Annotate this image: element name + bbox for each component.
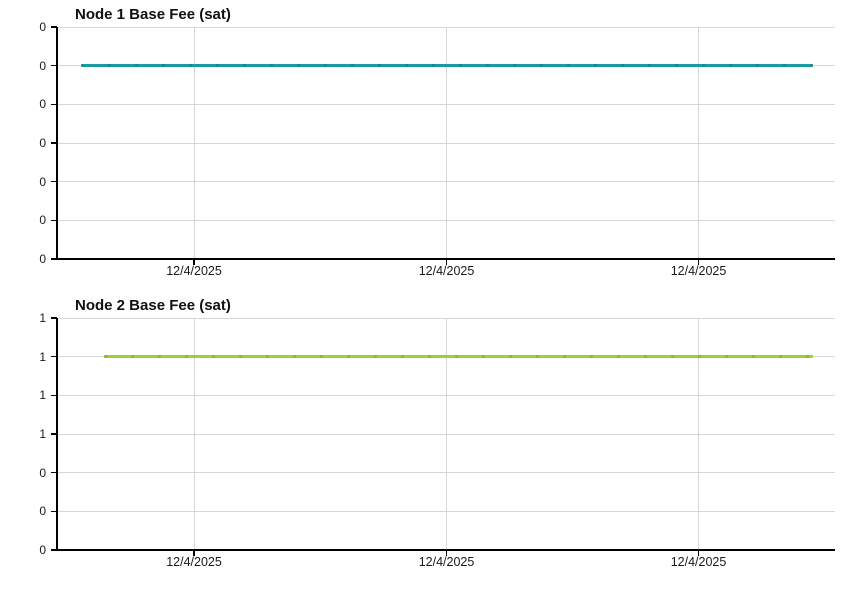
y-tick-label: 0 [39,174,46,189]
chart-node-2-base-fee: Node 2 Base Fee (sat) 1 1 1 1 0 0 0 12/4/2025 12… [0,291,860,581]
series-line [104,355,813,359]
y-tick-label: 0 [39,213,46,228]
chart-node-1-base-fee: Node 1 Base Fee (sat) 0 0 0 0 0 0 0 12/4/2025 12… [0,0,860,290]
chart-title: Node 1 Base Fee (sat) [75,6,231,23]
x-axis-line [56,549,835,551]
x-axis-tick [193,550,195,556]
y-tick-label: 0 [39,58,46,73]
y-tick-label: 0 [39,504,46,519]
v-gridline [193,318,195,550]
x-tick-label: 12/4/2025 [670,264,727,278]
x-axis-tick [697,259,700,265]
y-tick-label: 0 [39,20,46,34]
y-tick-label: 0 [39,252,46,266]
v-gridline [698,27,699,259]
y-tick-label: 1 [39,311,46,325]
y-axis-tick [51,64,57,67]
y-axis-tick [51,394,57,397]
x-axis-tick [445,259,448,265]
y-tick-label: 0 [39,97,46,112]
y-axis-tick [51,355,57,358]
x-axis-tick [445,550,448,556]
x-tick-label: 12/4/2025 [418,555,475,569]
y-axis-tick [51,180,57,183]
y-axis-tick [51,549,57,551]
y-axis-tick [51,103,57,106]
y-tick-label: 1 [39,349,46,364]
x-tick-label: 12/4/2025 [166,555,222,569]
y-tick-label: 1 [39,427,46,441]
y-axis-tick [51,258,57,260]
chart-title: Node 2 Base Fee (sat) [75,297,231,314]
x-axis-tick [193,259,195,265]
v-gridline [698,318,699,550]
v-gridline [193,27,195,259]
y-axis-tick [51,471,57,474]
series-line [81,64,813,68]
x-tick-label: 12/4/2025 [670,555,727,569]
v-gridline [446,318,447,550]
y-axis-tick [51,219,57,222]
x-tick-label: 12/4/2025 [418,264,475,278]
y-axis-tick [51,433,57,435]
y-axis-line [56,318,58,551]
v-gridline [446,27,447,259]
y-tick-label: 0 [39,136,46,150]
y-axis-tick [51,26,57,28]
y-axis-tick [51,142,57,144]
y-axis-tick [51,317,57,319]
x-tick-label: 12/4/2025 [166,264,222,278]
x-axis-tick [697,550,700,556]
y-tick-label: 0 [39,543,46,557]
y-tick-label: 1 [39,388,46,403]
y-tick-label: 0 [39,465,46,480]
y-axis-line [56,27,58,260]
y-axis-tick [51,510,57,513]
x-axis-line [56,258,835,260]
